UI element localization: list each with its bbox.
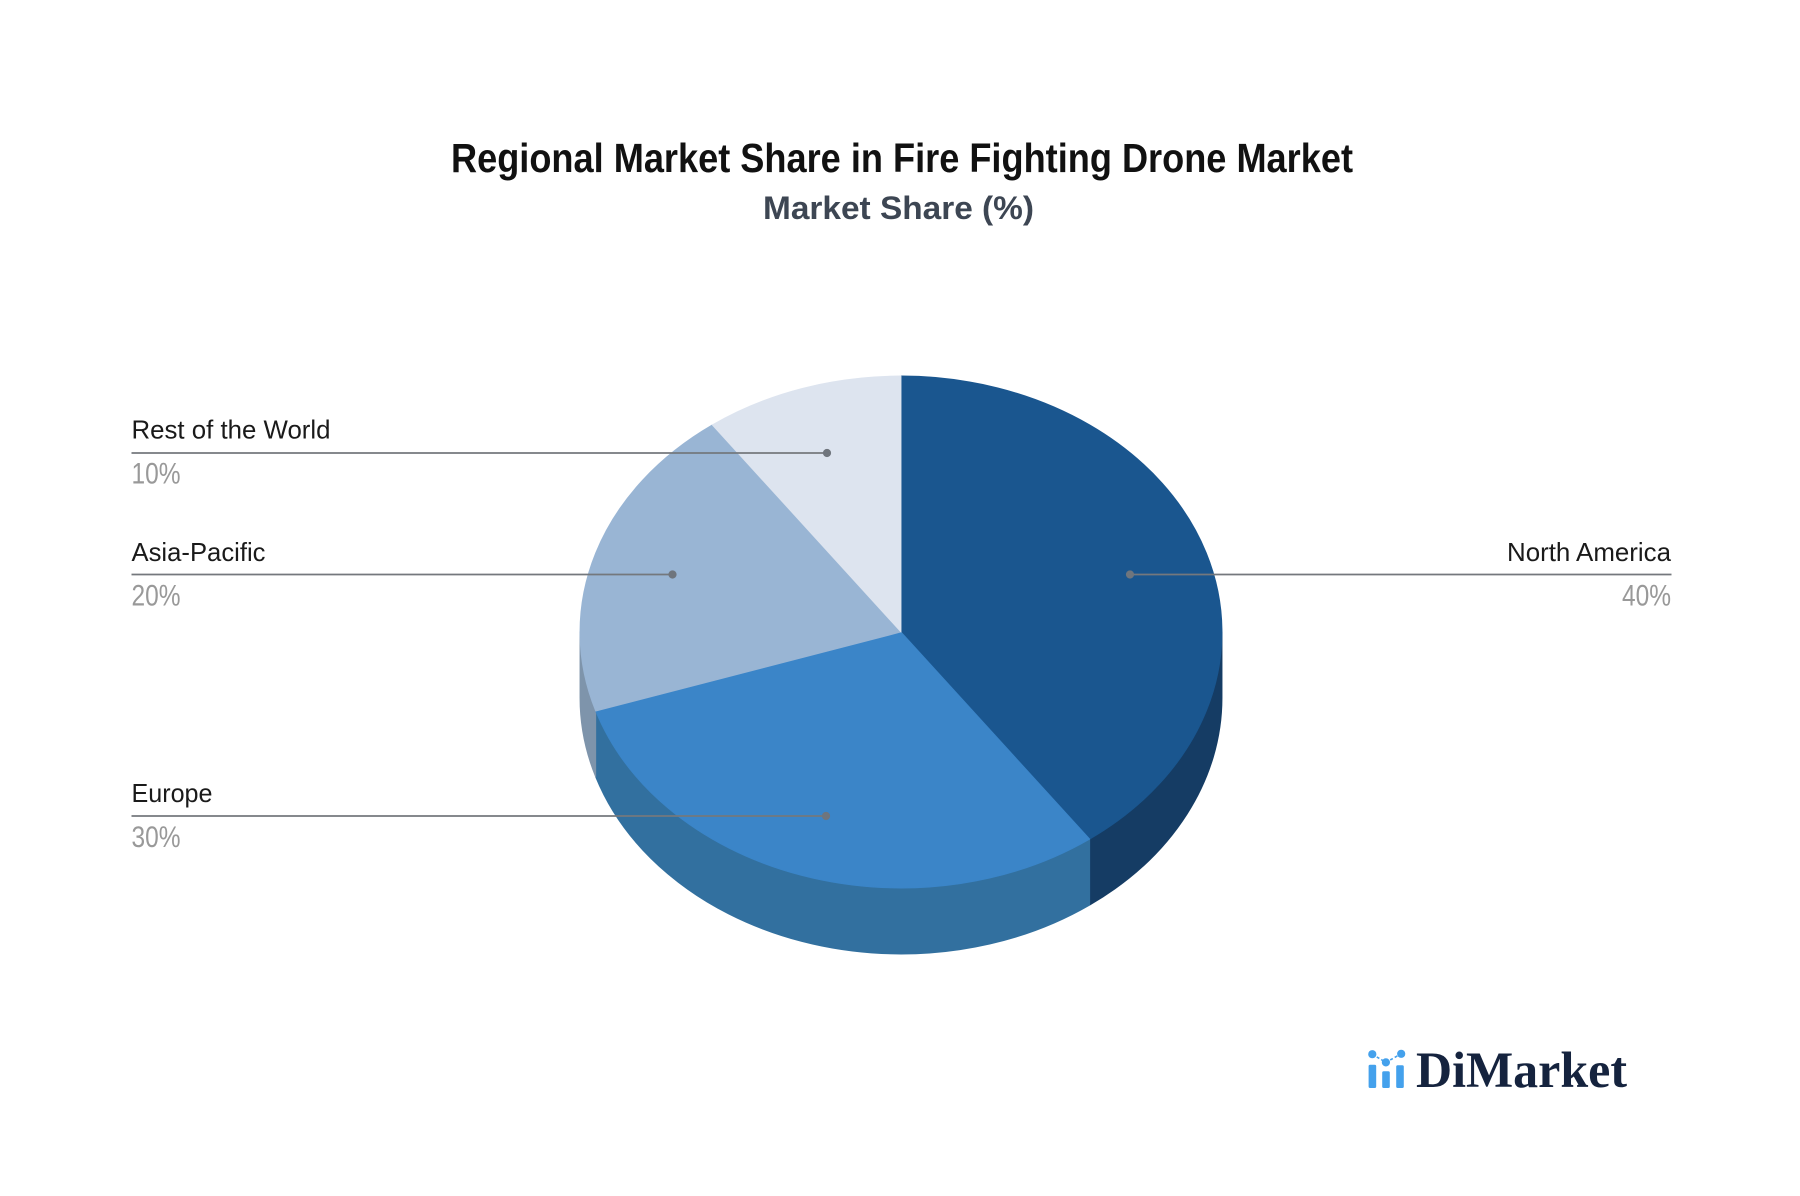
svg-text:Europe: Europe [132, 778, 213, 808]
svg-text:North America: North America [1507, 537, 1672, 567]
svg-text:Market Share (%): Market Share (%) [763, 190, 1034, 226]
svg-text:Rest of the World: Rest of the World [132, 415, 331, 445]
svg-text:30%: 30% [132, 821, 181, 854]
svg-text:20%: 20% [132, 580, 181, 613]
svg-text:10%: 10% [132, 458, 181, 491]
svg-text:Regional Market Share in Fire: Regional Market Share in Fire Fighting D… [451, 135, 1353, 181]
svg-text:40%: 40% [1622, 580, 1671, 613]
svg-text:DiMarket: DiMarket [1416, 1043, 1627, 1099]
svg-text:Asia-Pacific: Asia-Pacific [132, 537, 266, 567]
